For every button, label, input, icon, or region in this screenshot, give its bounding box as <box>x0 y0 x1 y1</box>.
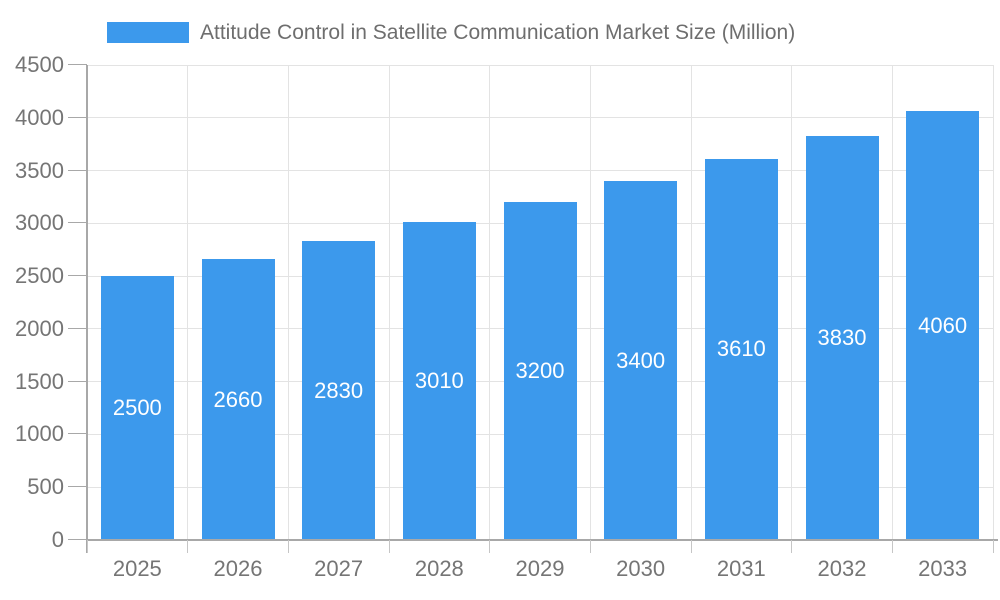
x-axis-tick <box>489 540 491 553</box>
x-axis-tick <box>86 540 88 553</box>
bar-2033[interactable]: 4060 <box>906 111 980 540</box>
y-axis-tick <box>68 116 87 118</box>
x-gridline <box>287 65 289 540</box>
x-axis-tick-label: 2033 <box>918 556 968 581</box>
legend[interactable]: Attitude Control in Satellite Communicat… <box>0 0 1000 50</box>
y-gridline <box>87 170 993 172</box>
y-axis-tick-label: 4500 <box>15 52 64 77</box>
y-axis-tick-label: 2500 <box>15 263 64 289</box>
x-axis-tick-label: 2031 <box>716 556 766 581</box>
y-gridline <box>87 117 993 119</box>
x-axis-tick-label: 2028 <box>414 556 464 581</box>
y-axis-tick <box>68 64 87 65</box>
y-axis-tick <box>68 539 87 540</box>
x-axis-tick-label: 2025 <box>112 556 162 581</box>
bar-2025[interactable]: 2500 <box>100 276 174 540</box>
y-axis-tick <box>68 169 87 171</box>
x-axis-tick <box>287 540 289 553</box>
bar-2028[interactable]: 3010 <box>402 222 476 540</box>
y-axis-tick-label: 4000 <box>15 104 64 130</box>
y-axis-tick-label: 2000 <box>15 315 64 341</box>
y-axis-tick-label: 0 <box>51 527 64 552</box>
y-axis-line <box>86 65 88 553</box>
legend-swatch-icon <box>107 22 189 43</box>
x-axis-tick-label: 2029 <box>515 556 565 581</box>
bar-value-label: 3610 <box>716 336 766 362</box>
x-axis-tick-label: 2026 <box>213 556 263 581</box>
x-axis-tick <box>690 540 692 553</box>
x-gridline <box>489 65 491 540</box>
x-gridline <box>690 65 692 540</box>
bar-value-label: 3830 <box>817 324 867 350</box>
y-axis-tick <box>68 275 87 277</box>
y-axis-tick-label: 500 <box>27 474 64 500</box>
y-axis-tick-label: 3000 <box>15 210 64 236</box>
bar-value-label: 2660 <box>213 386 263 412</box>
y-axis-tick <box>68 486 87 488</box>
y-axis-tick <box>68 327 87 329</box>
x-gridline <box>992 65 994 540</box>
bar-value-label: 4060 <box>918 312 968 338</box>
x-axis-tick-label: 2032 <box>817 556 867 581</box>
bar-2029[interactable]: 3200 <box>503 202 577 540</box>
x-axis-tick-label: 2030 <box>616 556 666 581</box>
bar-2026[interactable]: 2660 <box>201 259 275 540</box>
x-gridline <box>589 65 591 540</box>
y-axis-tick-label: 1500 <box>15 368 64 394</box>
x-gridline <box>187 65 189 540</box>
bar-value-label: 3200 <box>515 358 565 384</box>
x-gridline <box>791 65 793 540</box>
x-axis-line <box>87 539 998 541</box>
bar-2031[interactable]: 3610 <box>704 158 778 540</box>
x-axis-tick <box>791 540 793 553</box>
bar-2032[interactable]: 3830 <box>805 135 879 540</box>
bar-2030[interactable]: 3400 <box>604 181 678 540</box>
x-gridline <box>388 65 390 540</box>
legend-label: Attitude Control in Satellite Communicat… <box>200 21 796 44</box>
x-axis-tick <box>891 540 893 553</box>
y-axis-tick <box>68 222 87 224</box>
y-axis-tick <box>68 380 87 382</box>
y-gridline <box>87 64 993 66</box>
y-axis-tick-label: 1000 <box>15 421 64 447</box>
bar-2027[interactable]: 2830 <box>302 241 376 540</box>
bar-value-label: 2500 <box>112 395 162 421</box>
x-gridline <box>891 65 893 540</box>
x-axis-tick <box>992 540 994 553</box>
y-axis-tick-label: 3500 <box>15 157 64 183</box>
x-axis-tick <box>187 540 189 553</box>
bar-value-label: 3400 <box>616 347 666 373</box>
bar-value-label: 2830 <box>314 377 364 403</box>
x-axis-tick <box>388 540 390 553</box>
x-axis-tick <box>589 540 591 553</box>
y-axis-tick <box>68 433 87 435</box>
bar-value-label: 3010 <box>414 368 464 394</box>
x-axis-tick-label: 2027 <box>314 556 364 581</box>
